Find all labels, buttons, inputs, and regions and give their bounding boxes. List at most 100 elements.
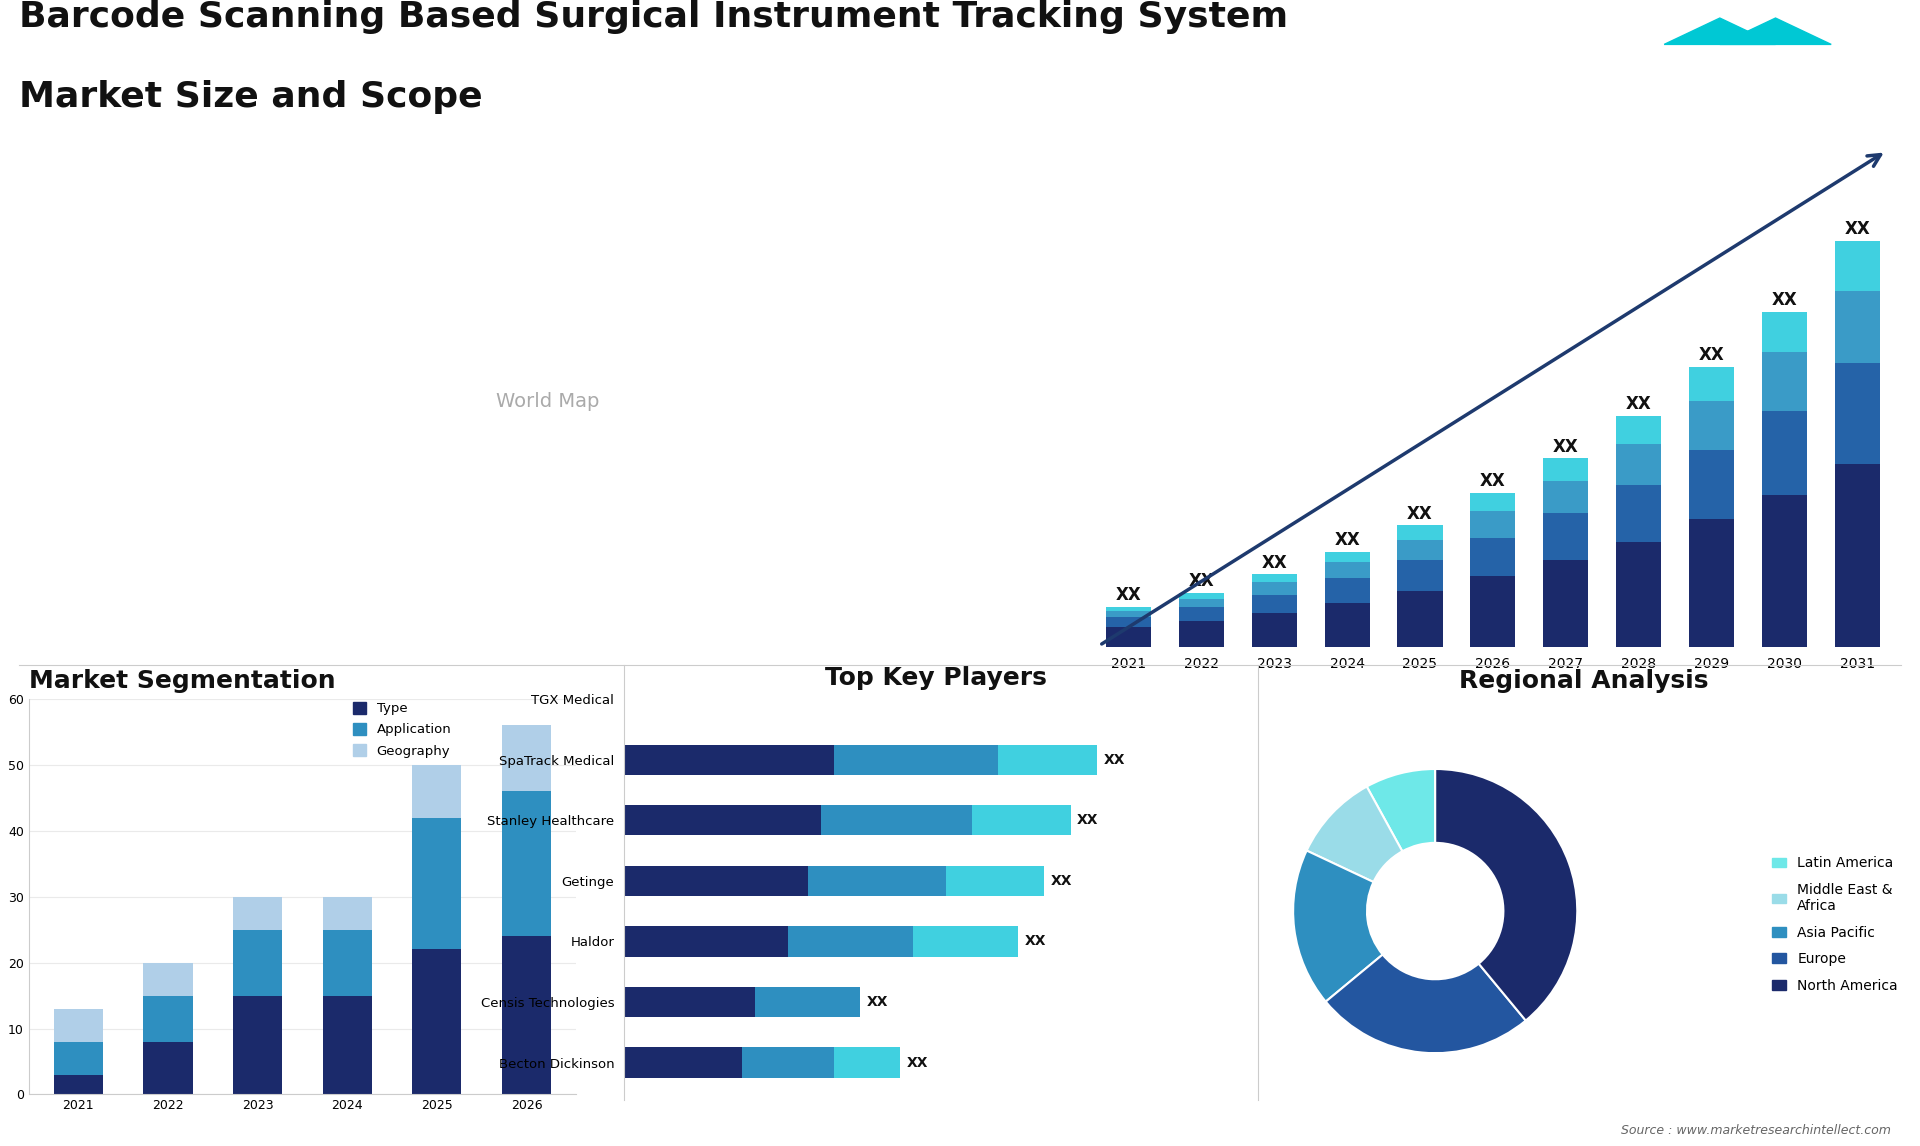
Bar: [1325, 562, 1369, 579]
Text: XX: XX: [1104, 753, 1125, 767]
Bar: [1617, 416, 1661, 444]
Bar: [1398, 560, 1442, 590]
Bar: [1252, 613, 1296, 647]
Bar: [1763, 353, 1807, 411]
Bar: [1763, 411, 1807, 495]
Bar: [833, 745, 998, 775]
Text: INTELLECT: INTELLECT: [1730, 109, 1793, 119]
Bar: [413, 818, 461, 949]
Bar: [232, 929, 282, 996]
Text: Barcode Scanning Based Surgical Instrument Tracking System: Barcode Scanning Based Surgical Instrume…: [19, 0, 1288, 34]
Bar: [1834, 464, 1880, 647]
Bar: [1106, 606, 1152, 611]
Text: XX: XX: [1050, 874, 1073, 888]
Bar: [1398, 525, 1442, 540]
Text: XX: XX: [906, 1055, 927, 1069]
Bar: [755, 987, 860, 1018]
Bar: [1690, 401, 1734, 450]
Bar: [501, 725, 551, 792]
Bar: [1106, 611, 1152, 617]
Text: MARKET: MARKET: [1738, 62, 1786, 72]
Bar: [1471, 576, 1515, 647]
Bar: [1325, 579, 1369, 603]
Polygon shape: [1720, 18, 1832, 45]
Bar: [1617, 444, 1661, 485]
Text: XX: XX: [1699, 346, 1724, 364]
Bar: [413, 766, 461, 818]
Title: Top Key Players: Top Key Players: [826, 666, 1046, 690]
Bar: [54, 1075, 104, 1094]
Bar: [1690, 519, 1734, 647]
Bar: [54, 1008, 104, 1042]
Bar: [743, 1047, 833, 1077]
Wedge shape: [1325, 955, 1526, 1053]
Bar: [789, 926, 914, 957]
Bar: [1834, 362, 1880, 464]
Bar: [1617, 485, 1661, 542]
Text: World Map: World Map: [495, 392, 599, 410]
Bar: [1471, 537, 1515, 576]
Bar: [822, 806, 972, 835]
Legend: Latin America, Middle East &
Africa, Asia Pacific, Europe, North America: Latin America, Middle East & Africa, Asi…: [1766, 850, 1903, 998]
Bar: [323, 896, 372, 929]
Text: XX: XX: [1772, 291, 1797, 309]
Bar: [1834, 291, 1880, 362]
Bar: [1179, 621, 1223, 647]
Polygon shape: [1665, 18, 1776, 45]
Bar: [1252, 574, 1296, 582]
Text: XX: XX: [1553, 438, 1578, 456]
Text: XX: XX: [1077, 814, 1098, 827]
Text: XX: XX: [1626, 395, 1651, 413]
Bar: [914, 926, 1018, 957]
Text: XX: XX: [1188, 572, 1213, 590]
Bar: [232, 896, 282, 929]
Bar: [1544, 480, 1588, 513]
Text: Source : www.marketresearchintellect.com: Source : www.marketresearchintellect.com: [1620, 1124, 1891, 1137]
Bar: [808, 865, 947, 896]
Bar: [144, 963, 192, 996]
Bar: [624, 745, 833, 775]
Bar: [413, 949, 461, 1094]
Bar: [624, 806, 822, 835]
Bar: [1690, 450, 1734, 519]
Text: XX: XX: [1261, 554, 1286, 572]
Bar: [1398, 590, 1442, 647]
Bar: [833, 1047, 900, 1077]
Bar: [1106, 617, 1152, 627]
Bar: [1617, 542, 1661, 647]
Bar: [947, 865, 1044, 896]
Bar: [54, 1042, 104, 1075]
Bar: [1544, 560, 1588, 647]
Wedge shape: [1367, 769, 1436, 851]
Bar: [144, 1042, 192, 1094]
Bar: [323, 996, 372, 1094]
Text: Market Segmentation: Market Segmentation: [29, 669, 336, 693]
Bar: [501, 936, 551, 1094]
Text: XX: XX: [868, 995, 889, 1008]
Bar: [323, 929, 372, 996]
Text: XX: XX: [1480, 472, 1505, 490]
Bar: [624, 1047, 743, 1077]
Bar: [1325, 552, 1369, 562]
Wedge shape: [1308, 786, 1402, 882]
Text: XX: XX: [1116, 587, 1140, 604]
Bar: [1179, 606, 1223, 621]
Bar: [1690, 367, 1734, 401]
Bar: [144, 996, 192, 1042]
Text: XX: XX: [1407, 505, 1432, 523]
Bar: [1471, 493, 1515, 511]
Text: XX: XX: [1025, 934, 1046, 949]
Bar: [1252, 582, 1296, 595]
Wedge shape: [1436, 769, 1576, 1021]
Bar: [624, 987, 755, 1018]
Legend: Type, Application, Geography: Type, Application, Geography: [353, 701, 451, 758]
Bar: [972, 806, 1071, 835]
Bar: [1763, 495, 1807, 647]
Bar: [624, 865, 808, 896]
Bar: [1544, 513, 1588, 560]
Bar: [1252, 595, 1296, 613]
Title: Regional Analysis: Regional Analysis: [1459, 669, 1709, 693]
Text: Market Size and Scope: Market Size and Scope: [19, 80, 482, 113]
Text: RESEARCH: RESEARCH: [1730, 86, 1793, 95]
Bar: [501, 792, 551, 936]
